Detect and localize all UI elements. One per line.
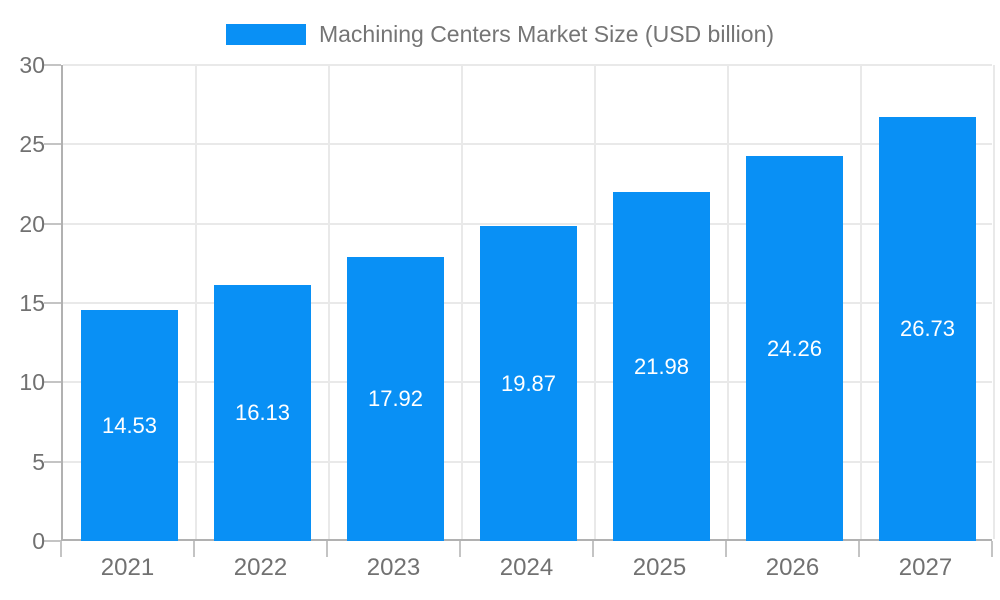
bar-2024[interactable]: 19.87 (480, 226, 577, 541)
gridline-vertical (860, 65, 862, 539)
bar-2021[interactable]: 14.53 (81, 310, 178, 541)
plot-area: 14.53 16.13 17.92 19.87 21.98 24.26 26.73 (61, 64, 995, 541)
legend-label: Machining Centers Market Size (USD billi… (318, 20, 775, 47)
bar-2026[interactable]: 24.26 (746, 156, 843, 541)
y-axis-tick-label: 30 (19, 52, 45, 78)
bar-value-label: 19.87 (500, 370, 557, 396)
y-axis-tick-label: 15 (19, 290, 45, 316)
gridline-vertical (993, 65, 995, 539)
bar-2023[interactable]: 17.92 (347, 257, 444, 541)
x-axis-tick-mark (725, 541, 727, 557)
bar-value-label: 16.13 (234, 400, 291, 425)
x-axis-tick-label-2026: 2026 (765, 554, 820, 581)
x-axis-tick-mark (60, 541, 62, 557)
y-axis-tick-mark (44, 540, 61, 542)
x-axis-tick-mark (459, 541, 461, 557)
gridline-vertical (328, 65, 330, 539)
x-axis-tick-label-2027: 2027 (898, 554, 953, 581)
y-axis-tick-label: 0 (32, 528, 45, 554)
gridline-vertical (461, 65, 463, 539)
x-axis-tick-label-2021: 2021 (100, 554, 155, 581)
bar-value-label: 24.26 (766, 335, 823, 361)
x-axis-tick-label-2022: 2022 (233, 554, 288, 581)
bar-value-label: 17.92 (367, 386, 424, 411)
gridline-horizontal (63, 64, 992, 66)
x-axis-tick-mark (991, 541, 993, 557)
y-axis-tick-mark (44, 64, 61, 66)
y-axis-tick-mark (44, 302, 61, 304)
y-axis-tick-mark (44, 222, 61, 225)
x-axis-tick-mark (326, 541, 328, 557)
x-axis-tick-mark (193, 541, 195, 557)
y-axis-tick-label: 10 (19, 369, 45, 396)
bar-value-label: 26.73 (899, 316, 956, 341)
gridline-horizontal (63, 222, 992, 225)
gridline-vertical (594, 65, 596, 539)
bar-value-label: 14.53 (101, 412, 158, 438)
y-axis-tick-mark (44, 460, 61, 463)
x-axis-tick-mark (858, 541, 860, 557)
x-axis-tick-label-2025: 2025 (632, 554, 687, 581)
y-axis-tick-mark (44, 381, 61, 384)
bar-2027[interactable]: 26.73 (879, 117, 976, 541)
gridline-vertical (195, 65, 197, 539)
x-axis-tick-label-2023: 2023 (366, 554, 421, 581)
bar-2025[interactable]: 21.98 (613, 192, 710, 541)
x-axis-tick-label-2024: 2024 (499, 554, 554, 581)
x-axis-tick-mark (592, 541, 594, 557)
gridline-horizontal (63, 143, 992, 146)
legend-item[interactable]: Machining Centers Market Size (USD billi… (0, 19, 1000, 49)
y-axis-tick-label: 25 (19, 131, 45, 158)
bar-value-label: 21.98 (633, 353, 690, 379)
gridline-vertical (727, 65, 729, 539)
y-axis-tick-label: 5 (32, 448, 45, 475)
y-axis-tick-label: 20 (19, 210, 45, 237)
y-axis-tick-mark (44, 143, 61, 146)
bar-2022[interactable]: 16.13 (214, 285, 311, 541)
legend-swatch (225, 23, 306, 45)
